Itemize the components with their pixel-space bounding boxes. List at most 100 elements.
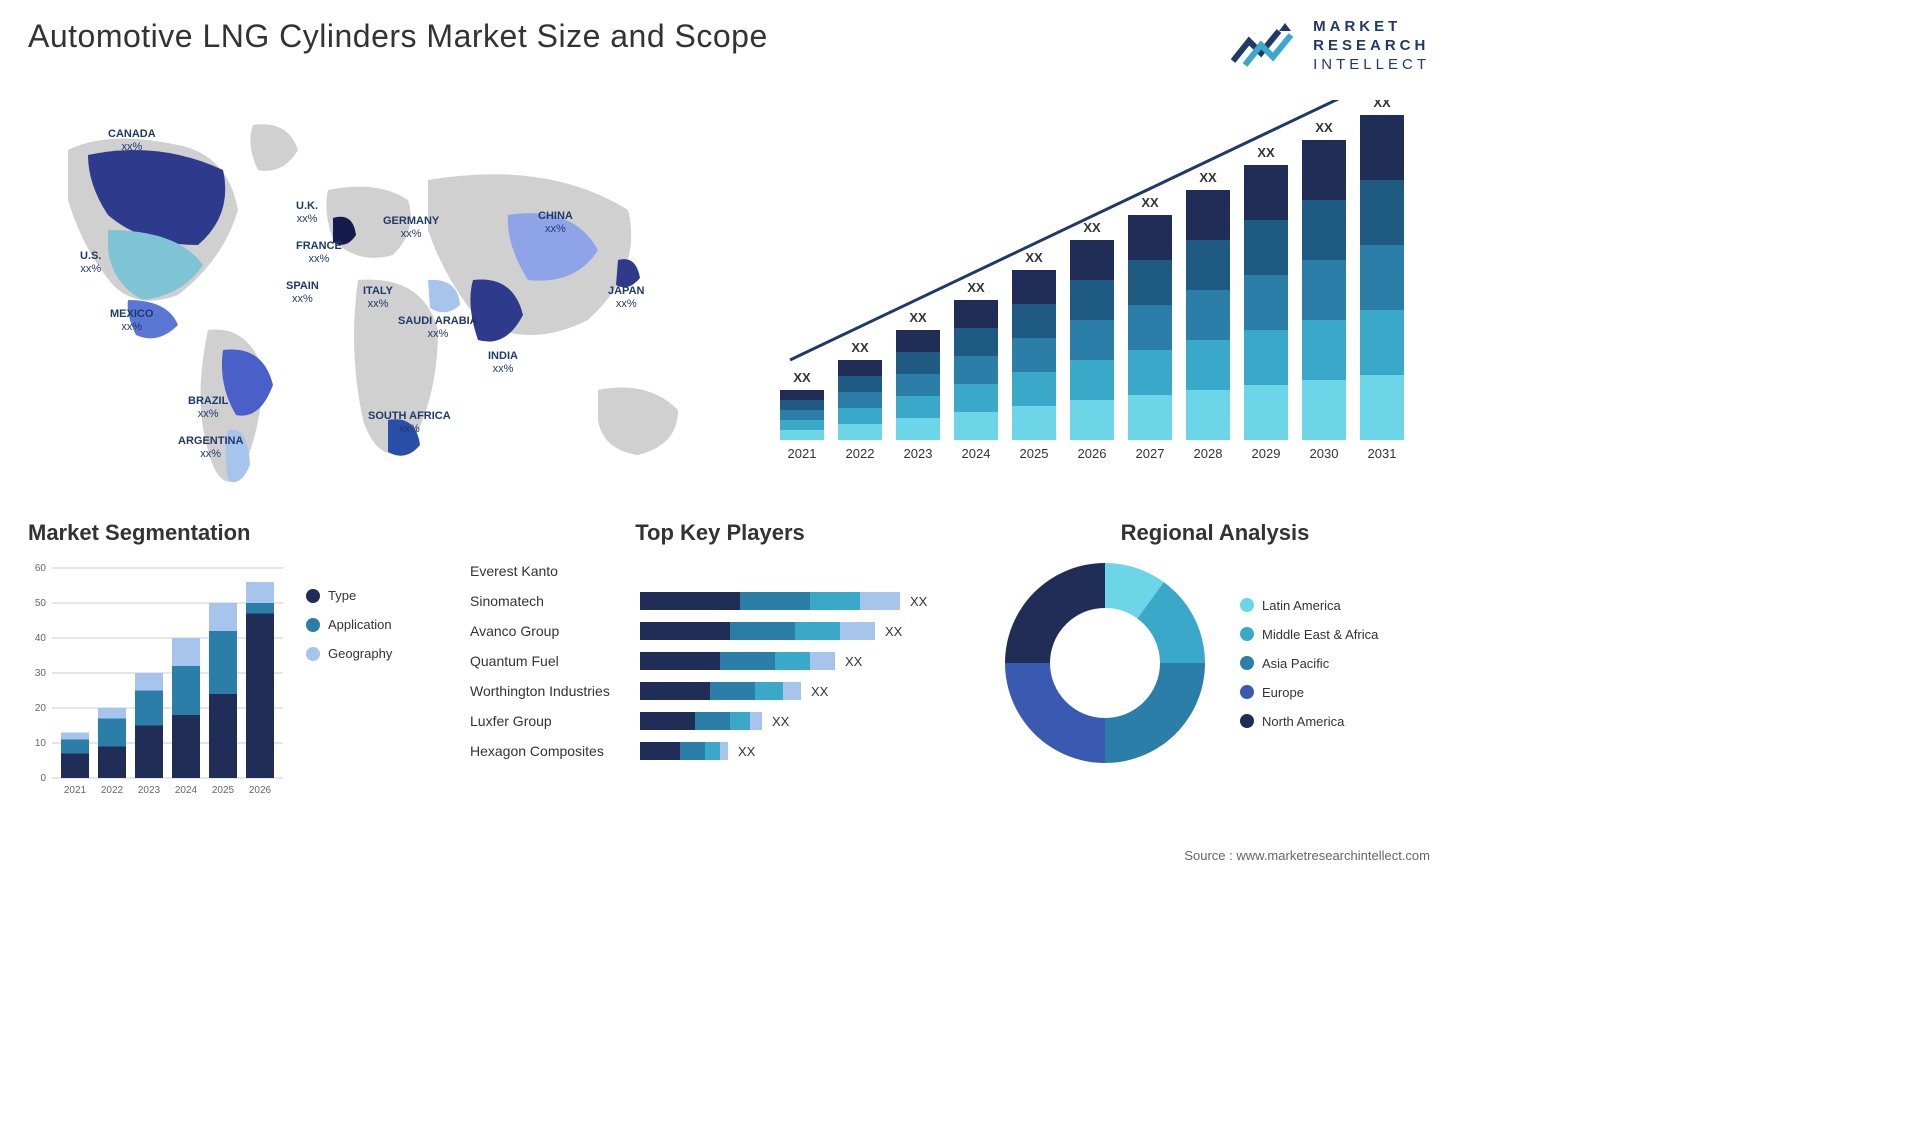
svg-text:30: 30 — [35, 668, 47, 679]
svg-text:XX: XX — [1025, 250, 1043, 265]
svg-text:XX: XX — [1141, 195, 1159, 210]
svg-text:2023: 2023 — [904, 446, 933, 461]
map-label: ARGENTINAxx% — [178, 435, 243, 460]
player-name: Sinomatech — [470, 593, 640, 609]
regional-panel: Regional Analysis Latin America Middle Ea… — [1000, 520, 1430, 810]
map-label: CHINAxx% — [538, 210, 573, 235]
legend-item: Application — [306, 617, 392, 632]
source-attribution: Source : www.marketresearchintellect.com — [1184, 848, 1430, 863]
player-value: XX — [885, 624, 902, 639]
player-row: Luxfer Group XX — [470, 708, 970, 734]
svg-text:2029: 2029 — [1252, 446, 1281, 461]
map-label: BRAZILxx% — [188, 395, 228, 420]
svg-text:2021: 2021 — [788, 446, 817, 461]
svg-text:2031: 2031 — [1368, 446, 1397, 461]
svg-text:10: 10 — [35, 738, 47, 749]
legend-item: Geography — [306, 646, 392, 661]
map-label: SAUDI ARABIAxx% — [398, 315, 478, 340]
svg-text:2027: 2027 — [1136, 446, 1165, 461]
world-map-panel: CANADAxx% U.S.xx% MEXICOxx% BRAZILxx% ARGENT… — [28, 100, 728, 500]
map-label: CANADAxx% — [108, 128, 156, 153]
map-label: SOUTH AFRICAxx% — [368, 410, 451, 435]
map-label: SPAINxx% — [286, 280, 319, 305]
player-bar — [640, 592, 900, 610]
player-value: XX — [738, 744, 755, 759]
key-players-list: Everest KantoSinomatechXXAvanco GroupXXQ… — [470, 558, 970, 764]
map-label: INDIAxx% — [488, 350, 518, 375]
segmentation-legend: Type Application Geography — [306, 558, 392, 798]
svg-text:XX: XX — [1315, 120, 1333, 135]
svg-text:40: 40 — [35, 633, 47, 644]
player-name: Everest Kanto — [470, 563, 640, 579]
player-bar — [640, 622, 875, 640]
svg-text:2025: 2025 — [1020, 446, 1049, 461]
legend-item: Middle East & Africa — [1240, 627, 1378, 642]
svg-text:2024: 2024 — [962, 446, 991, 461]
svg-text:2022: 2022 — [101, 785, 124, 796]
svg-text:2026: 2026 — [1078, 446, 1107, 461]
map-label: U.K.xx% — [296, 200, 318, 225]
svg-text:0: 0 — [40, 773, 46, 784]
svg-text:2024: 2024 — [175, 785, 198, 796]
regional-legend: Latin America Middle East & Africa Asia Pa… — [1240, 598, 1378, 729]
logo-text: MARKET RESEARCH INTELLECT — [1313, 18, 1430, 74]
player-value: XX — [845, 654, 862, 669]
svg-text:20: 20 — [35, 703, 47, 714]
map-label: JAPANxx% — [608, 285, 644, 310]
legend-item: Type — [306, 588, 392, 603]
brand-logo: MARKET RESEARCH INTELLECT — [1231, 18, 1430, 74]
svg-text:2022: 2022 — [846, 446, 875, 461]
svg-text:XX: XX — [1373, 100, 1391, 110]
legend-item: Latin America — [1240, 598, 1378, 613]
map-label: ITALYxx% — [363, 285, 393, 310]
svg-text:XX: XX — [1257, 145, 1275, 160]
segmentation-chart-svg: 0 10 20 30 40 50 60 2021 2022 2023 2024 2025 2026 — [28, 558, 288, 798]
regional-donut-svg — [1000, 558, 1210, 768]
svg-text:XX: XX — [1199, 170, 1217, 185]
segmentation-title: Market Segmentation — [28, 520, 438, 546]
svg-text:2028: 2028 — [1194, 446, 1223, 461]
player-bar — [640, 682, 801, 700]
player-row: Quantum Fuel XX — [470, 648, 970, 674]
svg-text:50: 50 — [35, 598, 47, 609]
svg-text:XX: XX — [793, 370, 811, 385]
map-label: U.S.xx% — [80, 250, 101, 275]
player-name: Worthington Industries — [470, 683, 640, 699]
svg-text:XX: XX — [851, 340, 869, 355]
regional-title: Regional Analysis — [1000, 520, 1430, 546]
svg-text:XX: XX — [909, 310, 927, 325]
player-bar — [640, 742, 728, 760]
svg-text:2025: 2025 — [212, 785, 235, 796]
key-players-panel: Top Key Players Everest Kanto Sinomatech X… — [470, 520, 970, 810]
player-bar — [640, 652, 835, 670]
map-label: GERMANYxx% — [383, 215, 439, 240]
svg-text:2023: 2023 — [138, 785, 161, 796]
svg-text:2021: 2021 — [64, 785, 87, 796]
player-value: XX — [910, 594, 927, 609]
svg-text:2026: 2026 — [249, 785, 272, 796]
map-japan — [616, 259, 640, 287]
legend-item: Europe — [1240, 685, 1378, 700]
segmentation-panel: Market Segmentation 0 10 20 30 40 50 60 2021 202… — [28, 520, 438, 810]
player-row: Sinomatech XX — [470, 588, 970, 614]
player-name: Hexagon Composites — [470, 743, 640, 759]
player-name: Quantum Fuel — [470, 653, 640, 669]
player-row: Worthington Industries XX — [470, 678, 970, 704]
player-value: XX — [811, 684, 828, 699]
player-name: Luxfer Group — [470, 713, 640, 729]
svg-text:XX: XX — [1083, 220, 1101, 235]
legend-item: Asia Pacific — [1240, 656, 1378, 671]
map-label: MEXICOxx% — [110, 308, 153, 333]
player-name: Avanco Group — [470, 623, 640, 639]
player-bar — [640, 712, 762, 730]
svg-text:XX: XX — [967, 280, 985, 295]
svg-text:60: 60 — [35, 563, 47, 574]
key-players-title: Top Key Players — [470, 520, 970, 546]
legend-item: North America — [1240, 714, 1378, 729]
player-row: Hexagon Composites XX — [470, 738, 970, 764]
svg-text:2030: 2030 — [1310, 446, 1339, 461]
player-value: XX — [772, 714, 789, 729]
player-row: Avanco Group XX — [470, 618, 970, 644]
player-row: Everest Kanto — [470, 558, 970, 584]
page-title: Automotive LNG Cylinders Market Size and… — [28, 18, 768, 55]
